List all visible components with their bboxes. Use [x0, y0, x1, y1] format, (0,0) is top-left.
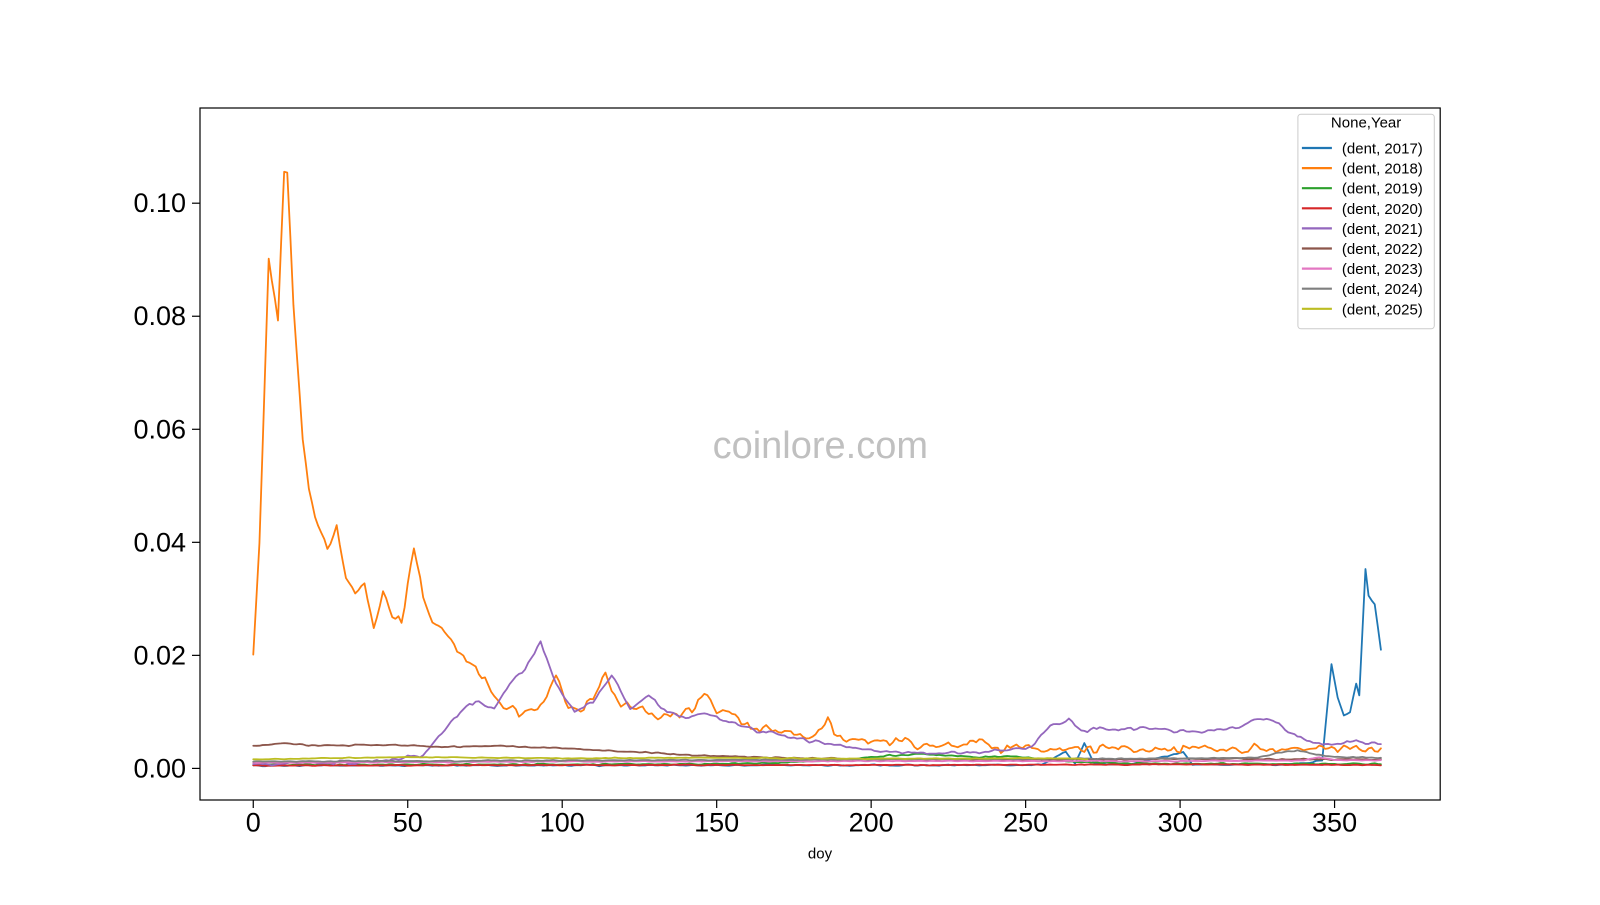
- svg-text:50: 50: [393, 808, 423, 838]
- svg-text:350: 350: [1312, 808, 1357, 838]
- svg-text:(dent, 2020): (dent, 2020): [1342, 201, 1423, 218]
- svg-text:(dent, 2022): (dent, 2022): [1342, 241, 1423, 258]
- svg-text:300: 300: [1158, 808, 1203, 838]
- svg-text:(dent, 2019): (dent, 2019): [1342, 181, 1423, 198]
- svg-text:(dent, 2025): (dent, 2025): [1342, 301, 1423, 318]
- svg-text:doy: doy: [808, 846, 833, 863]
- svg-text:250: 250: [1003, 808, 1048, 838]
- svg-text:0.02: 0.02: [133, 640, 186, 670]
- svg-text:coinlore.com: coinlore.com: [713, 425, 928, 467]
- svg-text:0.00: 0.00: [133, 753, 186, 783]
- svg-text:0.04: 0.04: [133, 527, 186, 557]
- svg-text:0: 0: [246, 808, 261, 838]
- svg-text:0.10: 0.10: [133, 188, 186, 218]
- svg-text:150: 150: [694, 808, 739, 838]
- svg-text:(dent, 2023): (dent, 2023): [1342, 261, 1423, 278]
- svg-text:(dent, 2021): (dent, 2021): [1342, 221, 1423, 238]
- svg-text:(dent, 2024): (dent, 2024): [1342, 281, 1423, 298]
- svg-text:0.06: 0.06: [133, 414, 186, 444]
- svg-text:(dent, 2017): (dent, 2017): [1342, 141, 1423, 158]
- svg-text:100: 100: [540, 808, 585, 838]
- svg-text:0.08: 0.08: [133, 301, 186, 331]
- svg-text:None,Year: None,Year: [1331, 115, 1401, 132]
- svg-text:(dent, 2018): (dent, 2018): [1342, 161, 1423, 178]
- svg-text:200: 200: [849, 808, 894, 838]
